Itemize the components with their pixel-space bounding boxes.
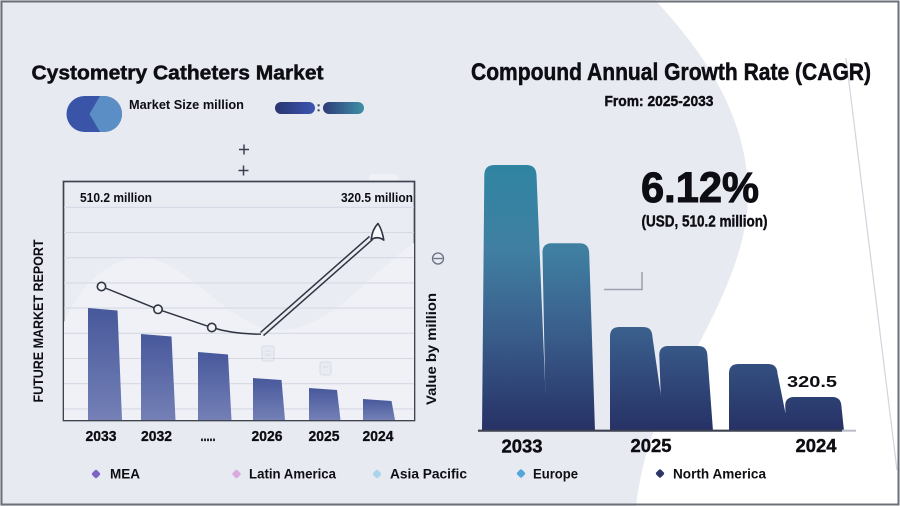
svg-text:Latin America: Latin America <box>249 467 336 482</box>
svg-text:(USD, 510.2 million): (USD, 510.2 million) <box>642 214 768 231</box>
svg-text:MEA: MEA <box>110 467 140 482</box>
svg-text:2032: 2032 <box>141 428 172 445</box>
svg-text:2024: 2024 <box>796 436 837 456</box>
svg-text:FUTURE MARKET REPORT: FUTURE MARKET REPORT <box>31 239 46 403</box>
svg-text:Compound Annual Growth Rate (C: Compound Annual Growth Rate (CAGR) <box>471 59 871 86</box>
svg-text:From: 2025-2033: From: 2025-2033 <box>605 93 714 110</box>
svg-text:2025: 2025 <box>631 436 672 456</box>
svg-text:Europe: Europe <box>533 467 578 482</box>
svg-text:320.5: 320.5 <box>787 374 837 391</box>
svg-text:2024: 2024 <box>363 428 395 445</box>
svg-text:.....: ..... <box>201 428 216 445</box>
svg-text:North America: North America <box>673 467 766 482</box>
svg-text:2033: 2033 <box>86 428 117 445</box>
svg-text:Market Size million: Market Size million <box>129 97 244 112</box>
svg-text:2025: 2025 <box>309 428 340 445</box>
svg-text:Value by million: Value by million <box>424 293 439 405</box>
svg-text:Asia Pacific: Asia Pacific <box>390 467 467 482</box>
svg-text:510.2 million: 510.2 million <box>80 190 152 205</box>
svg-text:6.12%: 6.12% <box>641 164 759 212</box>
svg-text:2026: 2026 <box>252 428 283 445</box>
svg-text:2033: 2033 <box>502 437 543 457</box>
svg-text:320.5 million: 320.5 million <box>341 190 413 205</box>
svg-text:Cystometry Catheters Market: Cystometry Catheters Market <box>32 62 324 85</box>
